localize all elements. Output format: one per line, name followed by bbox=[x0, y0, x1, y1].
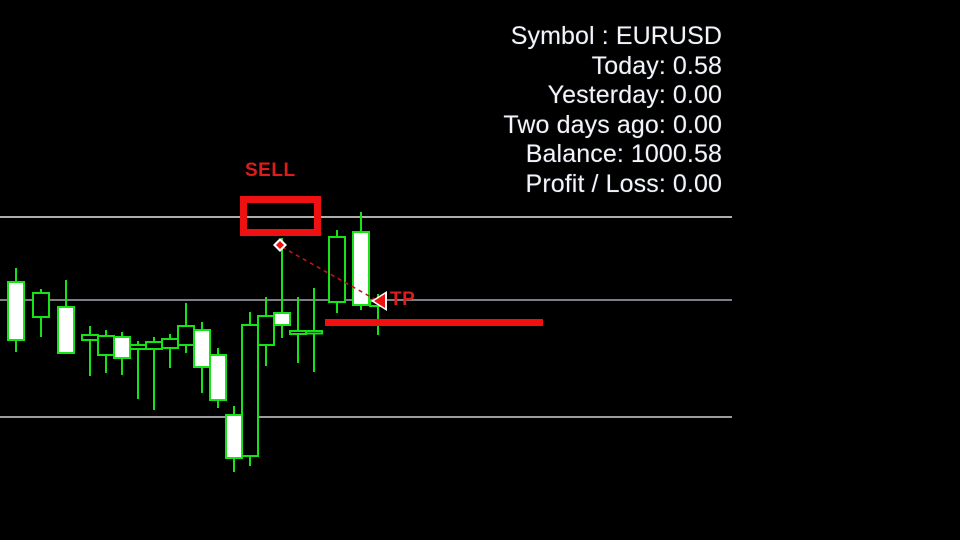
candle-body bbox=[32, 292, 50, 318]
candle-body bbox=[97, 335, 115, 356]
candle-body bbox=[145, 341, 163, 350]
take-profit-line[interactable] bbox=[325, 319, 543, 326]
info-row-symbol: Symbol : EURUSD bbox=[510, 22, 722, 50]
account-info-panel: Symbol : EURUSD Today: 0.58 Yesterday: 0… bbox=[503, 22, 722, 199]
candle-body bbox=[129, 344, 147, 350]
candlestick bbox=[32, 289, 50, 337]
candle-body bbox=[352, 231, 370, 306]
candlestick bbox=[209, 348, 227, 408]
info-row-yesterday: Yesterday: 0.00 bbox=[547, 81, 722, 109]
candle-body bbox=[7, 281, 25, 341]
candle-body bbox=[113, 336, 131, 359]
candlestick bbox=[305, 288, 323, 372]
candle-body bbox=[209, 354, 227, 401]
entry-point-marker[interactable] bbox=[273, 238, 287, 252]
candlestick bbox=[129, 341, 147, 399]
info-row-two-days-ago: Two days ago: 0.00 bbox=[503, 110, 722, 139]
candlestick-series bbox=[7, 212, 387, 472]
candle-body bbox=[57, 306, 75, 354]
candlestick bbox=[289, 297, 307, 363]
candlestick bbox=[328, 230, 346, 313]
candlestick bbox=[225, 406, 243, 472]
candle-body bbox=[241, 324, 259, 457]
info-row-profit-loss: Profit / Loss: 0.00 bbox=[525, 169, 722, 198]
candle-body bbox=[273, 312, 291, 326]
candlestick bbox=[97, 330, 115, 373]
tp-label: TP bbox=[390, 289, 416, 310]
candlestick bbox=[241, 312, 259, 466]
trade-overlay bbox=[273, 238, 387, 311]
info-row-balance: Balance: 1000.58 bbox=[525, 140, 722, 168]
take-profit-marker[interactable] bbox=[371, 291, 387, 311]
candlestick bbox=[7, 268, 25, 352]
entry-to-tp-dashed-line bbox=[281, 246, 379, 302]
candlestick bbox=[81, 326, 99, 376]
candle-body bbox=[257, 315, 275, 346]
sell-label: SELL bbox=[245, 160, 296, 181]
candle-body bbox=[193, 329, 211, 368]
candlestick bbox=[193, 322, 211, 393]
candle-body bbox=[328, 236, 346, 303]
candlestick bbox=[352, 212, 370, 310]
candlestick bbox=[177, 303, 195, 353]
candle-body bbox=[225, 414, 243, 459]
candle-body bbox=[305, 330, 323, 335]
candlestick bbox=[257, 297, 275, 366]
candlestick bbox=[113, 332, 131, 375]
candlestick bbox=[145, 337, 163, 410]
candle-body bbox=[161, 338, 179, 349]
candlestick bbox=[161, 334, 179, 368]
candle-body bbox=[177, 325, 195, 346]
candle-body bbox=[289, 330, 307, 335]
candlestick bbox=[57, 280, 75, 354]
sell-signal-box[interactable] bbox=[240, 196, 321, 236]
candle-body bbox=[81, 334, 99, 341]
info-row-today: Today: 0.58 bbox=[591, 51, 722, 80]
candlestick bbox=[273, 238, 291, 338]
